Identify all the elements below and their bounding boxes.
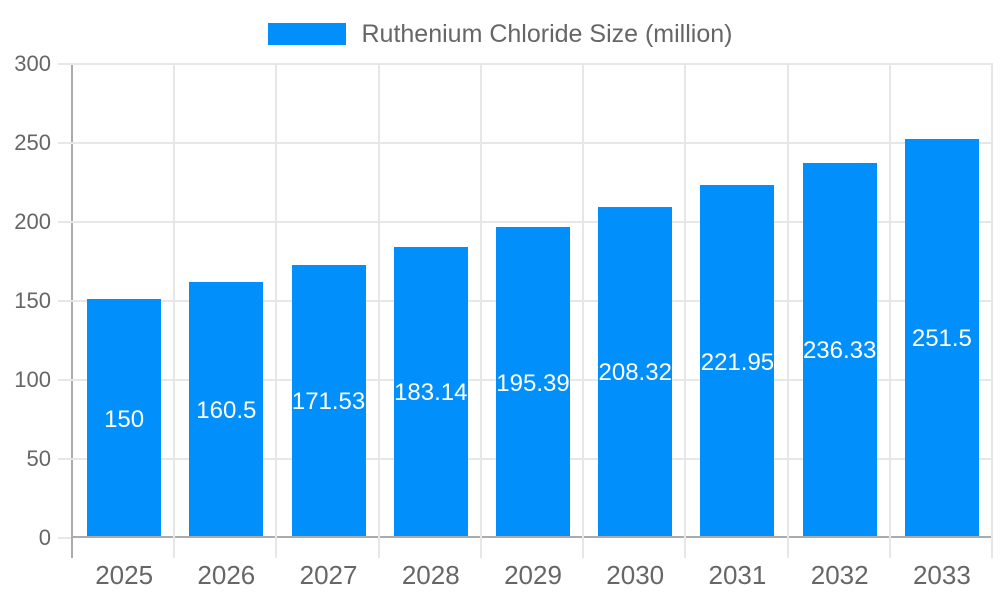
x-tick-mark [991, 538, 993, 558]
y-axis-label: 150 [14, 288, 51, 313]
x-tick-mark [71, 538, 73, 558]
x-tick-mark [275, 538, 278, 558]
y-axis-label: 250 [14, 130, 51, 155]
bar-2031[interactable] [700, 185, 775, 536]
y-axis-label: 100 [14, 367, 51, 392]
bar-2026[interactable] [189, 282, 264, 536]
plot-area: 0 50 100 150 200 250 300 150 2025 160.5 2026 171.53… [14, 51, 993, 590]
x-tick-mark [582, 538, 585, 558]
bar-2030[interactable] [598, 206, 673, 536]
bar-2029[interactable] [496, 227, 570, 536]
x-axis-label: 2030 [606, 560, 665, 590]
x-axis-label: 2029 [504, 560, 562, 590]
x-tick-mark [479, 538, 482, 558]
bar-value-label: 171.53 [291, 388, 366, 416]
bar-2032[interactable] [802, 162, 877, 536]
x-axis-label: 2025 [95, 560, 154, 590]
bar-value-label: 221.95 [700, 348, 775, 376]
legend[interactable]: Ruthenium Chloride Size (million) [0, 19, 1000, 48]
bar-2033[interactable] [904, 138, 979, 536]
bar-value-label: 251.5 [911, 325, 972, 353]
x-tick-mark [173, 538, 176, 558]
x-gridline [275, 64, 278, 538]
x-tick-mark [786, 538, 789, 558]
x-tick-mark [888, 538, 891, 558]
x-gridline [888, 64, 891, 538]
x-axis-label: 2032 [810, 560, 869, 590]
x-axis-label: 2033 [912, 560, 971, 590]
y-gridline [58, 63, 993, 65]
x-axis-label: 2027 [299, 560, 358, 590]
bar-value-label: 160.5 [196, 397, 257, 425]
y-tick-mark [58, 537, 71, 539]
bar-value-label: 208.32 [598, 359, 672, 387]
x-gridline [786, 64, 789, 538]
x-gridline [479, 64, 482, 538]
x-gridline [377, 64, 380, 538]
x-gridline [991, 64, 993, 538]
bar-value-label: 183.14 [394, 379, 468, 407]
x-tick-mark [377, 538, 380, 558]
legend-label: Ruthenium Chloride Size (million) [361, 19, 733, 48]
x-tick-mark [684, 538, 687, 558]
x-axis-label: 2031 [708, 560, 767, 590]
y-axis-label: 0 [38, 525, 51, 550]
bar-2025[interactable] [87, 299, 162, 536]
legend-swatch [267, 23, 346, 45]
x-gridline [582, 64, 585, 538]
x-axis-label: 2028 [401, 560, 460, 590]
bar-value-label: 236.33 [802, 337, 877, 365]
x-gridline [684, 64, 687, 538]
y-axis-label: 200 [14, 209, 51, 234]
y-axis-label: 300 [14, 51, 51, 76]
bar-value-label: 150 [104, 405, 145, 433]
bar-value-label: 195.39 [496, 369, 570, 397]
y-gridline [58, 142, 993, 144]
bar-2028[interactable] [393, 246, 468, 536]
bar-2027[interactable] [291, 264, 366, 536]
y-axis-label: 50 [26, 446, 51, 471]
x-gridline [173, 64, 176, 538]
x-axis-label: 2026 [197, 560, 256, 590]
y-gridline [58, 221, 993, 223]
